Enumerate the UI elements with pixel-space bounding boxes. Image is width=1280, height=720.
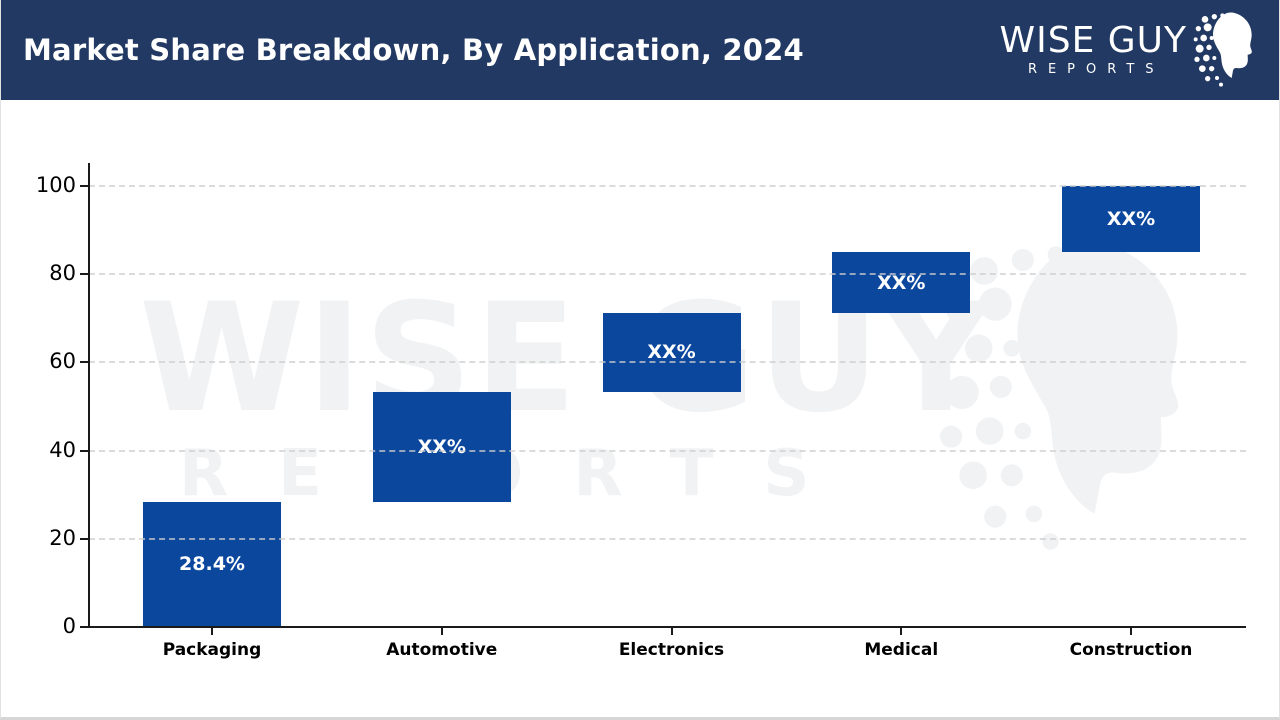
wiseguy-logo: WISE GUY REPORTS [1000,10,1260,90]
wiseguy-logo-text: WISE GUY REPORTS [999,20,1188,78]
y-tick-100 [80,185,88,187]
bar-value-label-electronics: XX% [647,341,696,364]
y-tick-label-0: 0 [62,614,76,638]
gridline-80 [89,273,1246,276]
bar-construction: XX% [1062,186,1200,253]
x-tick-label-construction: Construction [1069,640,1193,660]
watermark-subtitle: REPORTS [179,437,860,511]
bar-value-label-construction: XX% [1106,208,1156,231]
y-tick-60 [80,361,88,364]
x-tick-medical [900,628,903,635]
gridline-40 [89,449,1246,452]
gridline-20 [89,537,1246,540]
y-tick-label-60: 60 [49,349,76,374]
wiseguy-head-icon [1193,12,1252,87]
bar-packaging: 28.4% [143,501,281,627]
gridline-60 [89,361,1246,364]
x-tick-electronics [670,628,673,635]
x-tick-label-electronics: Electronics [618,640,725,660]
bar-medical: XX% [832,252,971,313]
y-tick-label-100: 100 [35,173,76,197]
y-tick-label-80: 80 [49,261,76,286]
bar-value-label-medical: XX% [877,271,926,294]
gridline-100 [89,185,1246,187]
bar-value-label-automotive: XX% [417,435,466,458]
x-tick-construction [1130,628,1132,635]
y-tick-40 [80,449,88,452]
bar-automotive: XX% [372,391,511,502]
header-band: Market Share Breakdown, By Application, … [1,0,1279,100]
bar-electronics: XX% [602,313,741,392]
x-tick-automotive [440,628,443,635]
x-axis-line [88,626,1246,628]
x-tick-label-packaging: Packaging [162,640,262,660]
x-tick-label-medical: Medical [864,640,939,660]
watermark-head-icon [937,242,1179,550]
y-tick-20 [80,537,88,540]
logo-wordmark: WISE GUY [999,20,1187,61]
y-axis-line [88,163,90,628]
x-tick-packaging [211,628,213,635]
y-tick-label-20: 20 [49,525,76,550]
page-title: Market Share Breakdown, By Application, … [23,33,804,67]
y-tick-80 [80,273,88,276]
y-tick-label-40: 40 [49,437,76,462]
x-tick-label-automotive: Automotive [386,640,498,660]
logo-subtitle: REPORTS [1027,62,1165,77]
bar-value-label-packaging: 28.4% [179,553,245,576]
y-tick-0 [80,626,88,628]
